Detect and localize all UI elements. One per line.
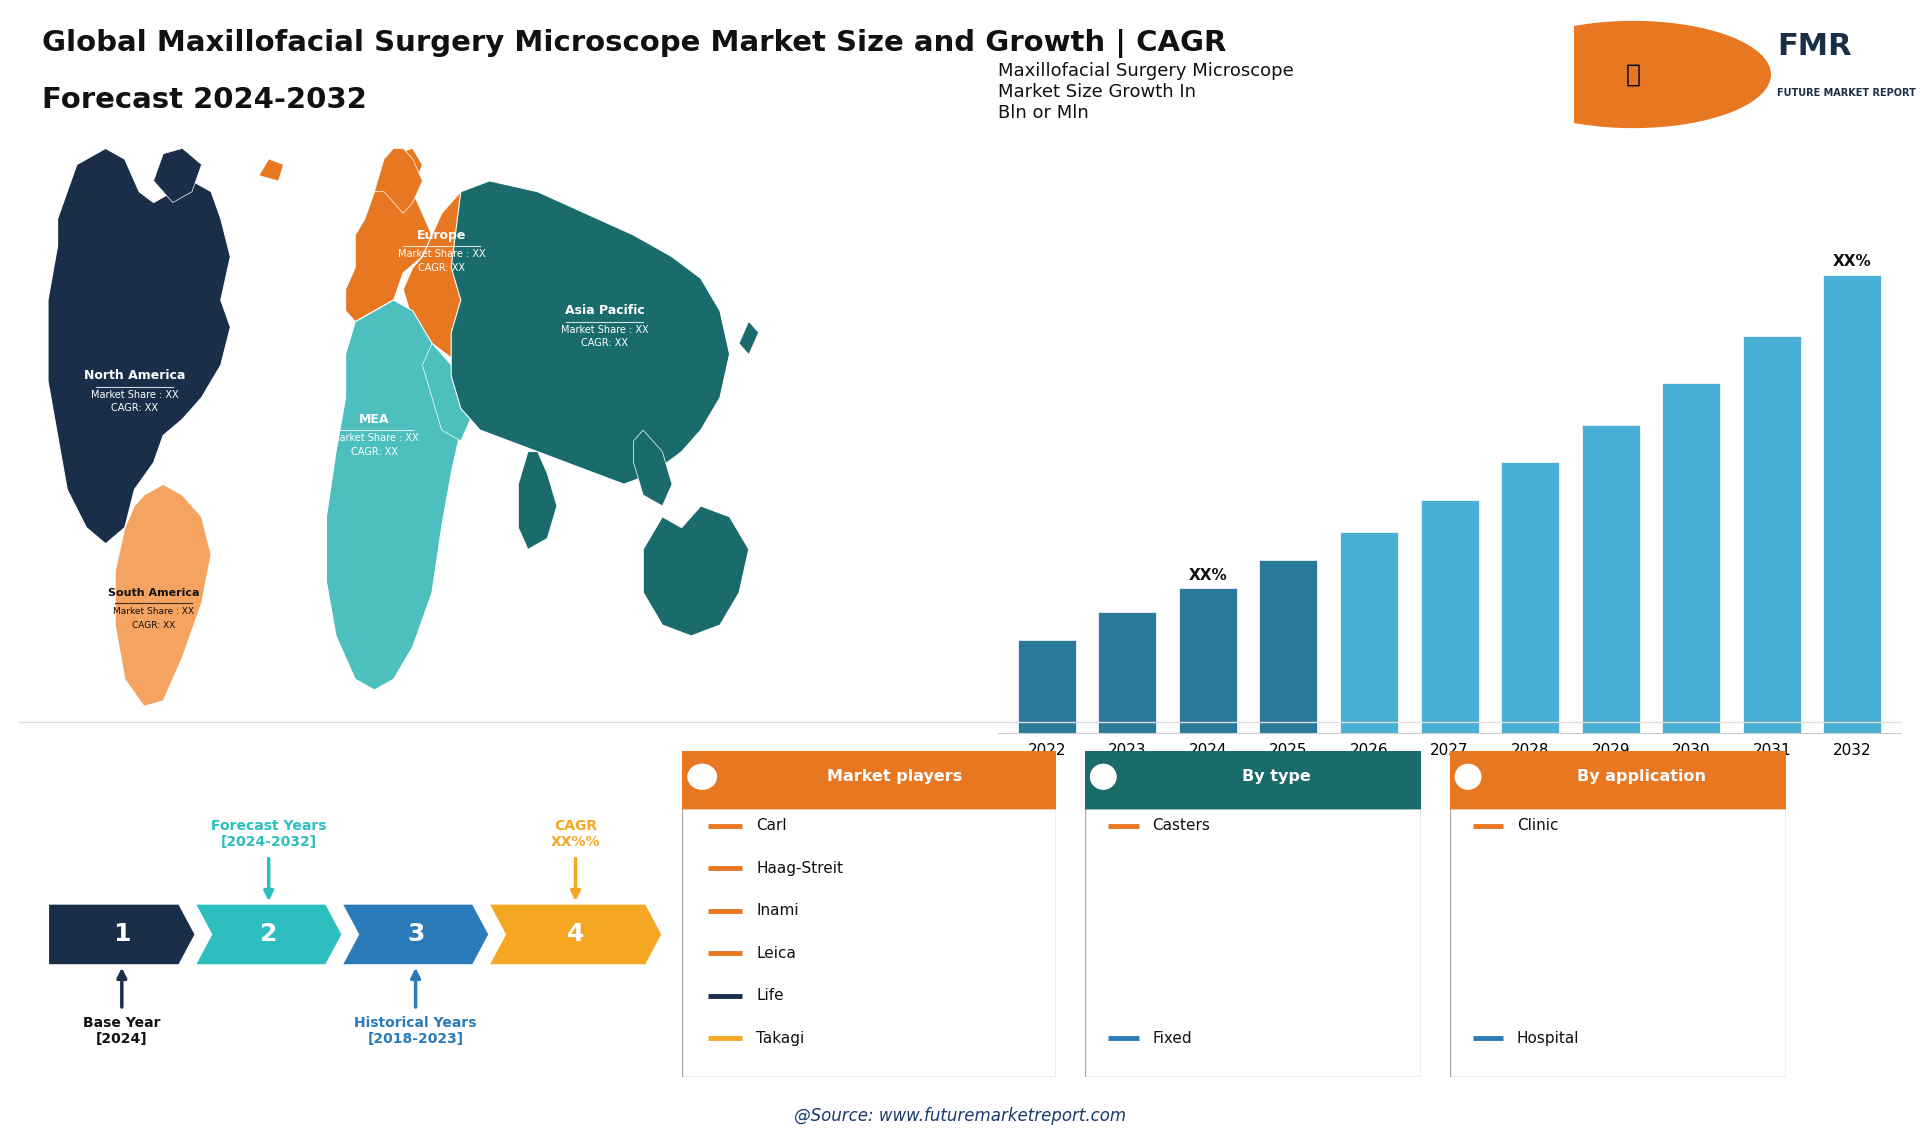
FancyBboxPatch shape bbox=[1075, 744, 1430, 809]
Polygon shape bbox=[422, 344, 470, 441]
Text: 1: 1 bbox=[113, 923, 131, 947]
Text: 3: 3 bbox=[407, 923, 424, 947]
Circle shape bbox=[1496, 22, 1770, 127]
Text: XX%: XX% bbox=[1834, 254, 1872, 269]
Text: Market Share : XX: Market Share : XX bbox=[330, 433, 419, 444]
Polygon shape bbox=[48, 904, 196, 965]
Polygon shape bbox=[326, 300, 461, 690]
Text: Historical Years
[2018-2023]: Historical Years [2018-2023] bbox=[355, 1017, 476, 1046]
Polygon shape bbox=[154, 148, 202, 203]
Polygon shape bbox=[342, 904, 490, 965]
Polygon shape bbox=[739, 322, 758, 354]
Bar bbox=[1018, 639, 1075, 733]
Text: Hospital: Hospital bbox=[1517, 1030, 1580, 1045]
FancyBboxPatch shape bbox=[682, 800, 1056, 1077]
Text: @Source: www.futuremarketreport.com: @Source: www.futuremarketreport.com bbox=[795, 1107, 1125, 1125]
Text: Forecast 2024-2032: Forecast 2024-2032 bbox=[42, 86, 367, 113]
Text: CAGR
XX%%: CAGR XX%% bbox=[551, 819, 601, 849]
FancyBboxPatch shape bbox=[670, 744, 1068, 809]
Bar bbox=[1582, 425, 1640, 733]
Polygon shape bbox=[490, 904, 662, 965]
Text: Maxillofacial Surgery Microscope
Market Size Growth In
Bln or Mln: Maxillofacial Surgery Microscope Market … bbox=[998, 63, 1294, 123]
FancyBboxPatch shape bbox=[1440, 744, 1795, 809]
Bar bbox=[1098, 612, 1156, 733]
Text: CAGR: XX: CAGR: XX bbox=[351, 447, 397, 457]
Bar bbox=[1260, 560, 1317, 733]
Polygon shape bbox=[196, 904, 342, 965]
Text: FMR: FMR bbox=[1776, 32, 1851, 61]
Text: Forecast Years
[2024-2032]: Forecast Years [2024-2032] bbox=[211, 819, 326, 849]
Polygon shape bbox=[259, 159, 284, 181]
Text: 🔬: 🔬 bbox=[1626, 63, 1642, 86]
Text: Clinic: Clinic bbox=[1517, 818, 1559, 833]
Polygon shape bbox=[115, 485, 211, 706]
Text: Market Share : XX: Market Share : XX bbox=[90, 390, 179, 400]
Circle shape bbox=[1091, 764, 1116, 790]
Text: Inami: Inami bbox=[756, 903, 799, 918]
Text: Carl: Carl bbox=[756, 818, 787, 833]
Polygon shape bbox=[643, 505, 749, 636]
Text: North America: North America bbox=[84, 369, 184, 383]
Text: XX%: XX% bbox=[1188, 567, 1227, 583]
Bar bbox=[1179, 588, 1236, 733]
Text: CAGR: XX: CAGR: XX bbox=[419, 262, 465, 273]
Text: Casters: Casters bbox=[1152, 818, 1210, 833]
Polygon shape bbox=[518, 452, 557, 549]
Text: By application: By application bbox=[1576, 769, 1705, 784]
Polygon shape bbox=[48, 148, 230, 544]
FancyBboxPatch shape bbox=[1450, 800, 1786, 1077]
Text: Takagi: Takagi bbox=[756, 1030, 804, 1045]
Bar bbox=[1501, 462, 1559, 733]
Polygon shape bbox=[634, 430, 672, 505]
Bar bbox=[1340, 532, 1398, 733]
Text: Base Year
[2024]: Base Year [2024] bbox=[83, 1017, 161, 1046]
Circle shape bbox=[687, 764, 716, 790]
Text: Market players: Market players bbox=[828, 769, 962, 784]
Text: Leica: Leica bbox=[756, 945, 797, 960]
Text: MEA: MEA bbox=[359, 413, 390, 425]
Text: Life: Life bbox=[756, 988, 783, 1003]
Bar bbox=[1824, 275, 1882, 733]
Text: Haag-Streit: Haag-Streit bbox=[756, 861, 843, 876]
Polygon shape bbox=[451, 181, 730, 485]
Text: South America: South America bbox=[108, 588, 200, 597]
Polygon shape bbox=[346, 148, 432, 322]
Text: Market Share : XX: Market Share : XX bbox=[561, 324, 649, 335]
Text: 2: 2 bbox=[259, 923, 276, 947]
Circle shape bbox=[1455, 764, 1480, 790]
Text: Europe: Europe bbox=[417, 228, 467, 242]
Text: Fixed: Fixed bbox=[1152, 1030, 1192, 1045]
Text: CAGR: XX: CAGR: XX bbox=[582, 338, 628, 348]
Text: CAGR: XX: CAGR: XX bbox=[111, 403, 157, 414]
Text: By type: By type bbox=[1242, 769, 1311, 784]
Polygon shape bbox=[374, 148, 422, 213]
Bar bbox=[1663, 383, 1720, 733]
Text: Global Maxillofacial Surgery Microscope Market Size and Growth | CAGR: Global Maxillofacial Surgery Microscope … bbox=[42, 29, 1227, 57]
FancyBboxPatch shape bbox=[1085, 800, 1421, 1077]
Polygon shape bbox=[403, 181, 691, 382]
Text: Market Share : XX: Market Share : XX bbox=[113, 607, 194, 617]
Text: CAGR: XX: CAGR: XX bbox=[132, 621, 175, 629]
Bar bbox=[1743, 336, 1801, 733]
Text: Market Share : XX: Market Share : XX bbox=[397, 249, 486, 259]
Text: 4: 4 bbox=[566, 923, 584, 947]
Text: FUTURE MARKET REPORT: FUTURE MARKET REPORT bbox=[1776, 88, 1916, 99]
Bar bbox=[1421, 500, 1478, 733]
Text: Asia Pacific: Asia Pacific bbox=[564, 305, 645, 317]
